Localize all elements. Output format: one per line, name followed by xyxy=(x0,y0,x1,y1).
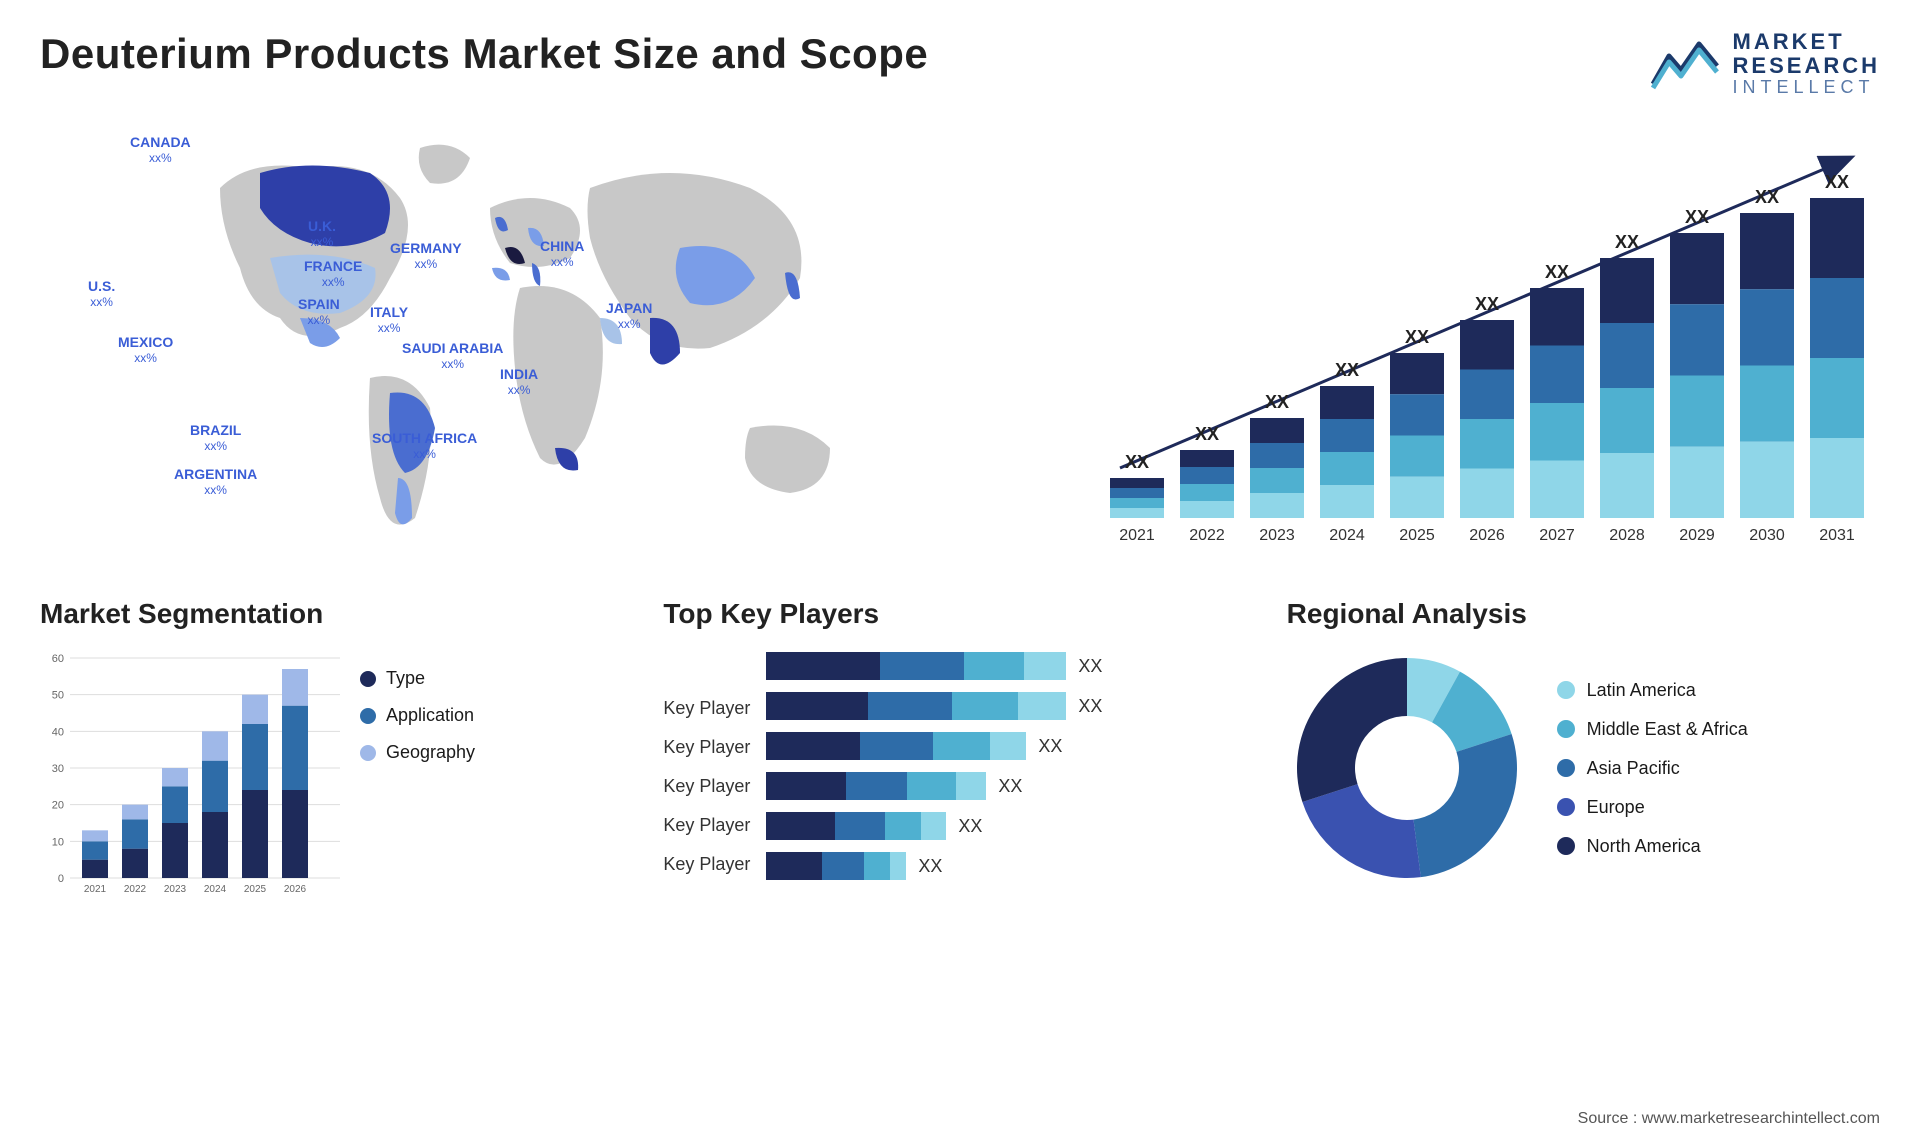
logo-line3: INTELLECT xyxy=(1733,78,1880,98)
map-label: MEXICOxx% xyxy=(118,334,173,365)
svg-text:2025: 2025 xyxy=(1399,527,1435,544)
regional-legend-item: Asia Pacific xyxy=(1557,758,1748,779)
svg-text:2024: 2024 xyxy=(204,884,227,895)
player-label: Key Player xyxy=(663,737,750,758)
svg-text:0: 0 xyxy=(58,873,64,885)
svg-text:XX: XX xyxy=(1405,327,1429,347)
logo-line1: MARKET xyxy=(1733,30,1880,54)
svg-text:20: 20 xyxy=(52,800,64,812)
player-value: XX xyxy=(998,776,1022,797)
svg-text:2029: 2029 xyxy=(1679,527,1715,544)
svg-text:2023: 2023 xyxy=(1259,527,1295,544)
segmentation-chart-svg: 0 10 20 30 40 50 60 2021 2022 2023 2024 2025 2026 xyxy=(40,648,340,898)
player-value: XX xyxy=(958,816,982,837)
player-row: XX xyxy=(766,812,1102,840)
svg-text:2023: 2023 xyxy=(164,884,187,895)
player-value: XX xyxy=(918,856,942,877)
map-label: ARGENTINAxx% xyxy=(174,466,257,497)
svg-text:2022: 2022 xyxy=(1189,527,1225,544)
page-title: Deuterium Products Market Size and Scope xyxy=(40,30,928,78)
logo-line2: RESEARCH xyxy=(1733,54,1880,78)
svg-text:2025: 2025 xyxy=(244,884,267,895)
svg-text:XX: XX xyxy=(1685,207,1709,227)
map-label: ITALYxx% xyxy=(370,304,408,335)
player-label: Key Player xyxy=(663,854,750,875)
segmentation-legend: Type Application Geography xyxy=(360,668,475,898)
map-label: CHINAxx% xyxy=(540,238,584,269)
world-map: CANADAxx% U.S.xx%MEXICOxx% BRAZILxx% ARGENT… xyxy=(40,118,1040,558)
players-title: Top Key Players xyxy=(663,598,1256,630)
player-value: XX xyxy=(1078,656,1102,677)
map-label: INDIAxx% xyxy=(500,366,538,397)
svg-text:XX: XX xyxy=(1265,392,1289,412)
player-row: XX xyxy=(766,692,1102,720)
svg-text:10: 10 xyxy=(52,837,64,849)
map-label: SOUTH AFRICAxx% xyxy=(372,430,477,461)
growth-bar-chart: XX 2021 XX 2022 XX 2023 XX 2024 XX 2025 XX 2026 XX 20… xyxy=(1080,118,1880,558)
segmentation-legend-item: Geography xyxy=(360,742,475,763)
map-label: FRANCExx% xyxy=(304,258,362,289)
players-labels: Key Player Key Player Key Player Key Player… xyxy=(663,698,750,875)
segmentation-panel: Market Segmentation 0 10 20 30 40 50 60 2021 202… xyxy=(40,598,633,898)
svg-text:XX: XX xyxy=(1125,452,1149,472)
player-label: Key Player xyxy=(663,776,750,797)
player-row: XX xyxy=(766,772,1102,800)
svg-text:XX: XX xyxy=(1825,172,1849,192)
regional-legend-item: Europe xyxy=(1557,797,1748,818)
brand-logo: MARKET RESEARCH INTELLECT xyxy=(1651,30,1880,98)
svg-text:2028: 2028 xyxy=(1609,527,1645,544)
svg-text:XX: XX xyxy=(1335,360,1359,380)
svg-text:2031: 2031 xyxy=(1819,527,1855,544)
svg-text:2021: 2021 xyxy=(1119,527,1155,544)
map-label: SPAINxx% xyxy=(298,296,340,327)
map-label: JAPANxx% xyxy=(606,300,652,331)
svg-text:XX: XX xyxy=(1475,294,1499,314)
map-label: BRAZILxx% xyxy=(190,422,241,453)
svg-text:2030: 2030 xyxy=(1749,527,1785,544)
svg-text:2021: 2021 xyxy=(84,884,107,895)
svg-text:XX: XX xyxy=(1755,187,1779,207)
regional-legend: Latin America Middle East & Africa Asia Pa… xyxy=(1557,680,1748,857)
player-value: XX xyxy=(1038,736,1062,757)
regional-legend-item: Latin America xyxy=(1557,680,1748,701)
svg-text:2027: 2027 xyxy=(1539,527,1575,544)
player-value: XX xyxy=(1078,696,1102,717)
svg-text:XX: XX xyxy=(1195,424,1219,444)
map-label: U.S.xx% xyxy=(88,278,115,309)
player-label: Key Player xyxy=(663,815,750,836)
source-attribution: Source : www.marketresearchintellect.com xyxy=(1578,1110,1880,1128)
svg-text:XX: XX xyxy=(1545,262,1569,282)
svg-text:60: 60 xyxy=(52,653,64,665)
svg-text:2026: 2026 xyxy=(284,884,307,895)
player-row: XX xyxy=(766,652,1102,680)
svg-text:2022: 2022 xyxy=(124,884,147,895)
svg-text:40: 40 xyxy=(52,727,64,739)
growth-chart-svg: XX 2021 XX 2022 XX 2023 XX 2024 XX 2025 XX 2026 XX 20… xyxy=(1080,118,1880,558)
map-label: U.K.xx% xyxy=(308,218,336,249)
regional-panel: Regional Analysis Latin America Middle Ea… xyxy=(1287,598,1880,898)
map-label: GERMANYxx% xyxy=(390,240,462,271)
map-label: CANADAxx% xyxy=(130,134,191,165)
player-row: XX xyxy=(766,852,1102,880)
players-bars: XX XX XX XX XX XX xyxy=(766,652,1102,880)
regional-legend-item: North America xyxy=(1557,836,1748,857)
segmentation-legend-item: Application xyxy=(360,705,475,726)
svg-text:2026: 2026 xyxy=(1469,527,1505,544)
svg-text:30: 30 xyxy=(52,763,64,775)
svg-text:2024: 2024 xyxy=(1329,527,1365,544)
logo-icon xyxy=(1651,36,1721,92)
player-label: Key Player xyxy=(663,698,750,719)
players-panel: Top Key Players Key PlayerKey PlayerKey … xyxy=(663,598,1256,898)
segmentation-legend-item: Type xyxy=(360,668,475,689)
svg-text:XX: XX xyxy=(1615,232,1639,252)
player-row: XX xyxy=(766,732,1102,760)
regional-donut-svg xyxy=(1287,648,1527,888)
segmentation-title: Market Segmentation xyxy=(40,598,633,630)
regional-title: Regional Analysis xyxy=(1287,598,1880,630)
regional-legend-item: Middle East & Africa xyxy=(1557,719,1748,740)
svg-text:50: 50 xyxy=(52,690,64,702)
map-label: SAUDI ARABIAxx% xyxy=(402,340,503,371)
